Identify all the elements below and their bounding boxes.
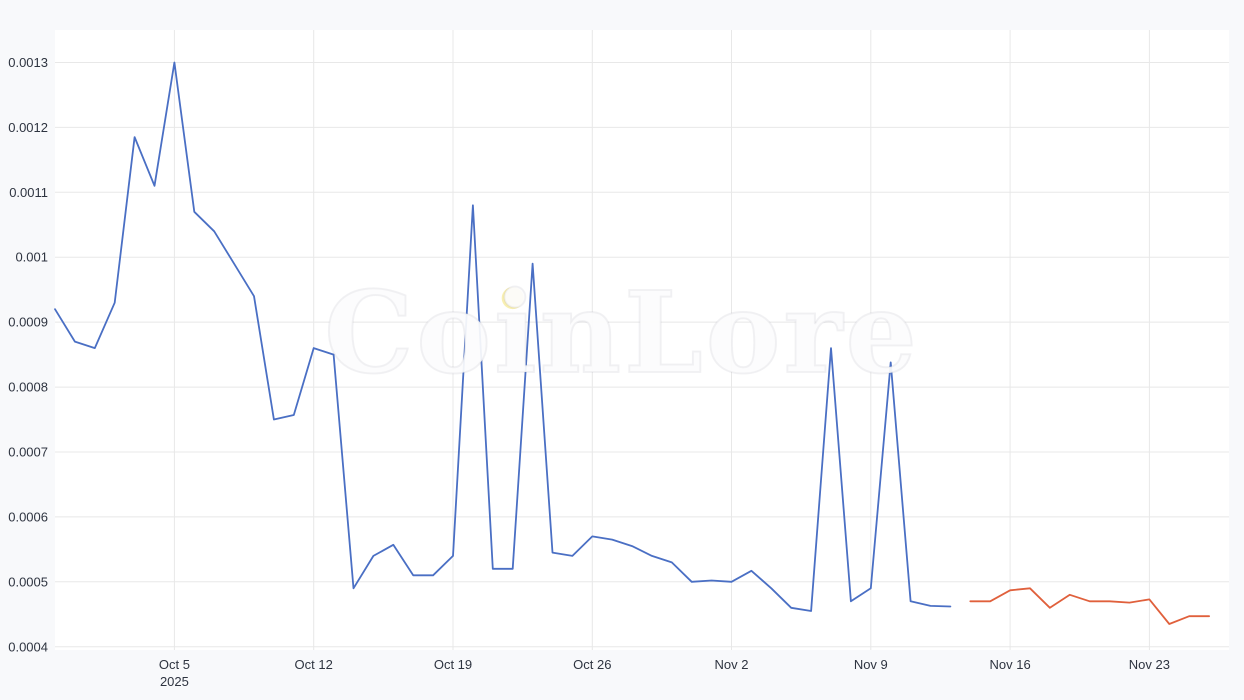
- y-axis-tick-label: 0.0011: [9, 185, 48, 200]
- y-axis-tick-label: 0.0008: [8, 380, 48, 395]
- plot-background: [55, 30, 1229, 650]
- x-axis-year-label: 2025: [160, 674, 189, 689]
- price-forecast-line: [969, 587, 1210, 625]
- y-axis-tick-label: 0.0012: [8, 120, 48, 135]
- y-axis-tick-label: 0.0006: [8, 509, 48, 524]
- x-axis-tick-label: Nov 2: [715, 657, 749, 672]
- y-axis-tick-label: 0.001: [15, 250, 48, 265]
- y-axis-tick-label: 0.0005: [8, 574, 48, 589]
- x-axis-tick-label: Nov 16: [989, 657, 1030, 672]
- x-axis-tick-label: Oct 26: [573, 657, 611, 672]
- x-axis-tick-label: Nov 23: [1129, 657, 1170, 672]
- x-axis-tick-label: Oct 12: [295, 657, 333, 672]
- y-axis-tick-label: 0.0004: [8, 639, 48, 654]
- y-axis-tick-label: 0.0007: [8, 445, 48, 460]
- y-axis-tick-label: 0.0009: [8, 315, 48, 330]
- y-axis-tick-label: 0.0013: [8, 55, 48, 70]
- x-axis-tick-label: Oct 5: [159, 657, 190, 672]
- x-axis-tick-label: Oct 19: [434, 657, 472, 672]
- x-axis-tick-label: Nov 9: [854, 657, 888, 672]
- highlight-dot: [501, 287, 524, 310]
- price-history-line: [54, 61, 952, 612]
